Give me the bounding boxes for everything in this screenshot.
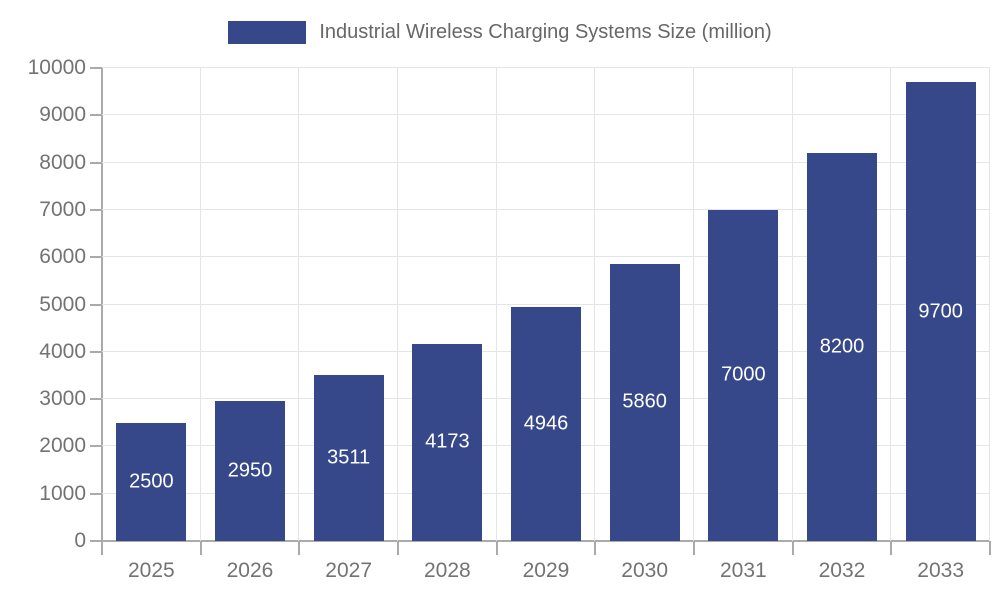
bar: 4173	[412, 343, 483, 541]
x-axis-tick-label: 2032	[818, 559, 866, 582]
x-axis-tick-label: 2025	[127, 559, 175, 582]
x-axis-tick	[791, 541, 794, 555]
legend-swatch[interactable]	[228, 21, 307, 44]
x-axis-tick	[298, 541, 301, 555]
bar-value-label: 9700	[918, 300, 963, 323]
y-axis-tick	[90, 492, 102, 495]
x-axis-tick-label: 2026	[226, 559, 274, 582]
x-axis-line	[101, 540, 990, 542]
y-axis-tick	[90, 256, 102, 259]
bar-value-label: 4173	[425, 430, 470, 453]
gridline-vertical	[791, 68, 793, 541]
gridline-vertical	[495, 68, 497, 541]
gridline-horizontal	[102, 161, 990, 163]
x-axis-tick-label: 2029	[522, 559, 570, 582]
y-axis-tick-label: 0	[74, 529, 86, 552]
y-axis-tick-label: 2000	[39, 434, 86, 458]
y-axis-line	[101, 68, 103, 541]
x-axis-tick	[890, 541, 893, 555]
bar: 5860	[609, 263, 680, 541]
y-axis-tick-label: 8000	[39, 150, 86, 174]
plot-area: 2500 2950 3511 4173 4946 5860 7000 8200 9700	[102, 67, 990, 541]
x-axis-tick	[101, 541, 103, 555]
x-axis-tick	[199, 541, 202, 555]
x-axis-tick-label: 2031	[719, 559, 767, 582]
bar-value-label: 5860	[622, 390, 667, 413]
gridline-vertical	[989, 68, 990, 541]
bar: 2500	[116, 422, 187, 541]
x-axis-tick-label: 2033	[917, 559, 965, 582]
x-axis-tick	[397, 541, 399, 555]
y-axis-tick	[90, 540, 102, 542]
bar-value-label: 4946	[523, 412, 569, 435]
bar: 8200	[807, 153, 877, 541]
y-axis-tick-label: 5000	[39, 292, 86, 316]
gridline-vertical	[199, 68, 201, 541]
y-axis-tick	[90, 67, 102, 69]
legend-label[interactable]: Industrial Wireless Charging Systems Siz…	[319, 21, 772, 43]
bar: 3511	[313, 374, 384, 541]
gridline-vertical	[397, 68, 398, 541]
y-axis-tick-label: 4000	[39, 339, 86, 363]
bar-value-label: 7000	[721, 363, 766, 386]
gridline-horizontal	[102, 303, 990, 305]
gridline-horizontal	[102, 256, 990, 258]
y-axis-tick-label: 1000	[39, 481, 86, 505]
x-axis-tick-label: 2030	[621, 559, 669, 582]
x-axis-tick-label: 2028	[423, 559, 471, 582]
y-axis-tick-label: 9000	[39, 103, 86, 127]
gridline-vertical	[890, 68, 892, 541]
bar: 4946	[511, 307, 581, 541]
y-axis-tick-label: 7000	[39, 197, 86, 221]
y-axis-tick	[90, 350, 102, 353]
bar: 9700	[905, 82, 976, 541]
gridline-vertical	[594, 68, 596, 541]
gridline-horizontal	[102, 114, 990, 116]
bar-value-label: 8200	[819, 335, 865, 358]
gridline-horizontal	[102, 67, 990, 68]
x-axis-tick-label: 2027	[325, 559, 373, 582]
y-axis-tick	[90, 445, 102, 448]
x-axis-tick	[495, 541, 498, 555]
x-axis-tick	[989, 541, 991, 555]
gridline-horizontal	[102, 208, 990, 210]
x-axis-tick	[693, 541, 695, 555]
bar-value-label: 2950	[227, 459, 273, 482]
bar-value-label: 2500	[129, 470, 174, 493]
legend[interactable]: Industrial Wireless Charging Systems Siz…	[0, 21, 1000, 44]
bar-value-label: 3511	[327, 446, 371, 469]
bar: 2950	[215, 401, 285, 541]
y-axis-tick-label: 6000	[39, 245, 86, 269]
y-axis-tick	[90, 208, 102, 211]
x-axis-tick	[594, 541, 597, 555]
y-axis-tick-label: 10000	[27, 56, 86, 79]
y-axis-tick	[90, 114, 102, 117]
y-axis-tick	[90, 398, 102, 401]
bar: 7000	[708, 209, 779, 541]
gridline-vertical	[298, 68, 300, 541]
y-axis-tick	[90, 303, 102, 306]
gridline-vertical	[693, 68, 694, 541]
y-axis-tick	[90, 161, 102, 164]
y-axis-tick-label: 3000	[39, 387, 86, 411]
